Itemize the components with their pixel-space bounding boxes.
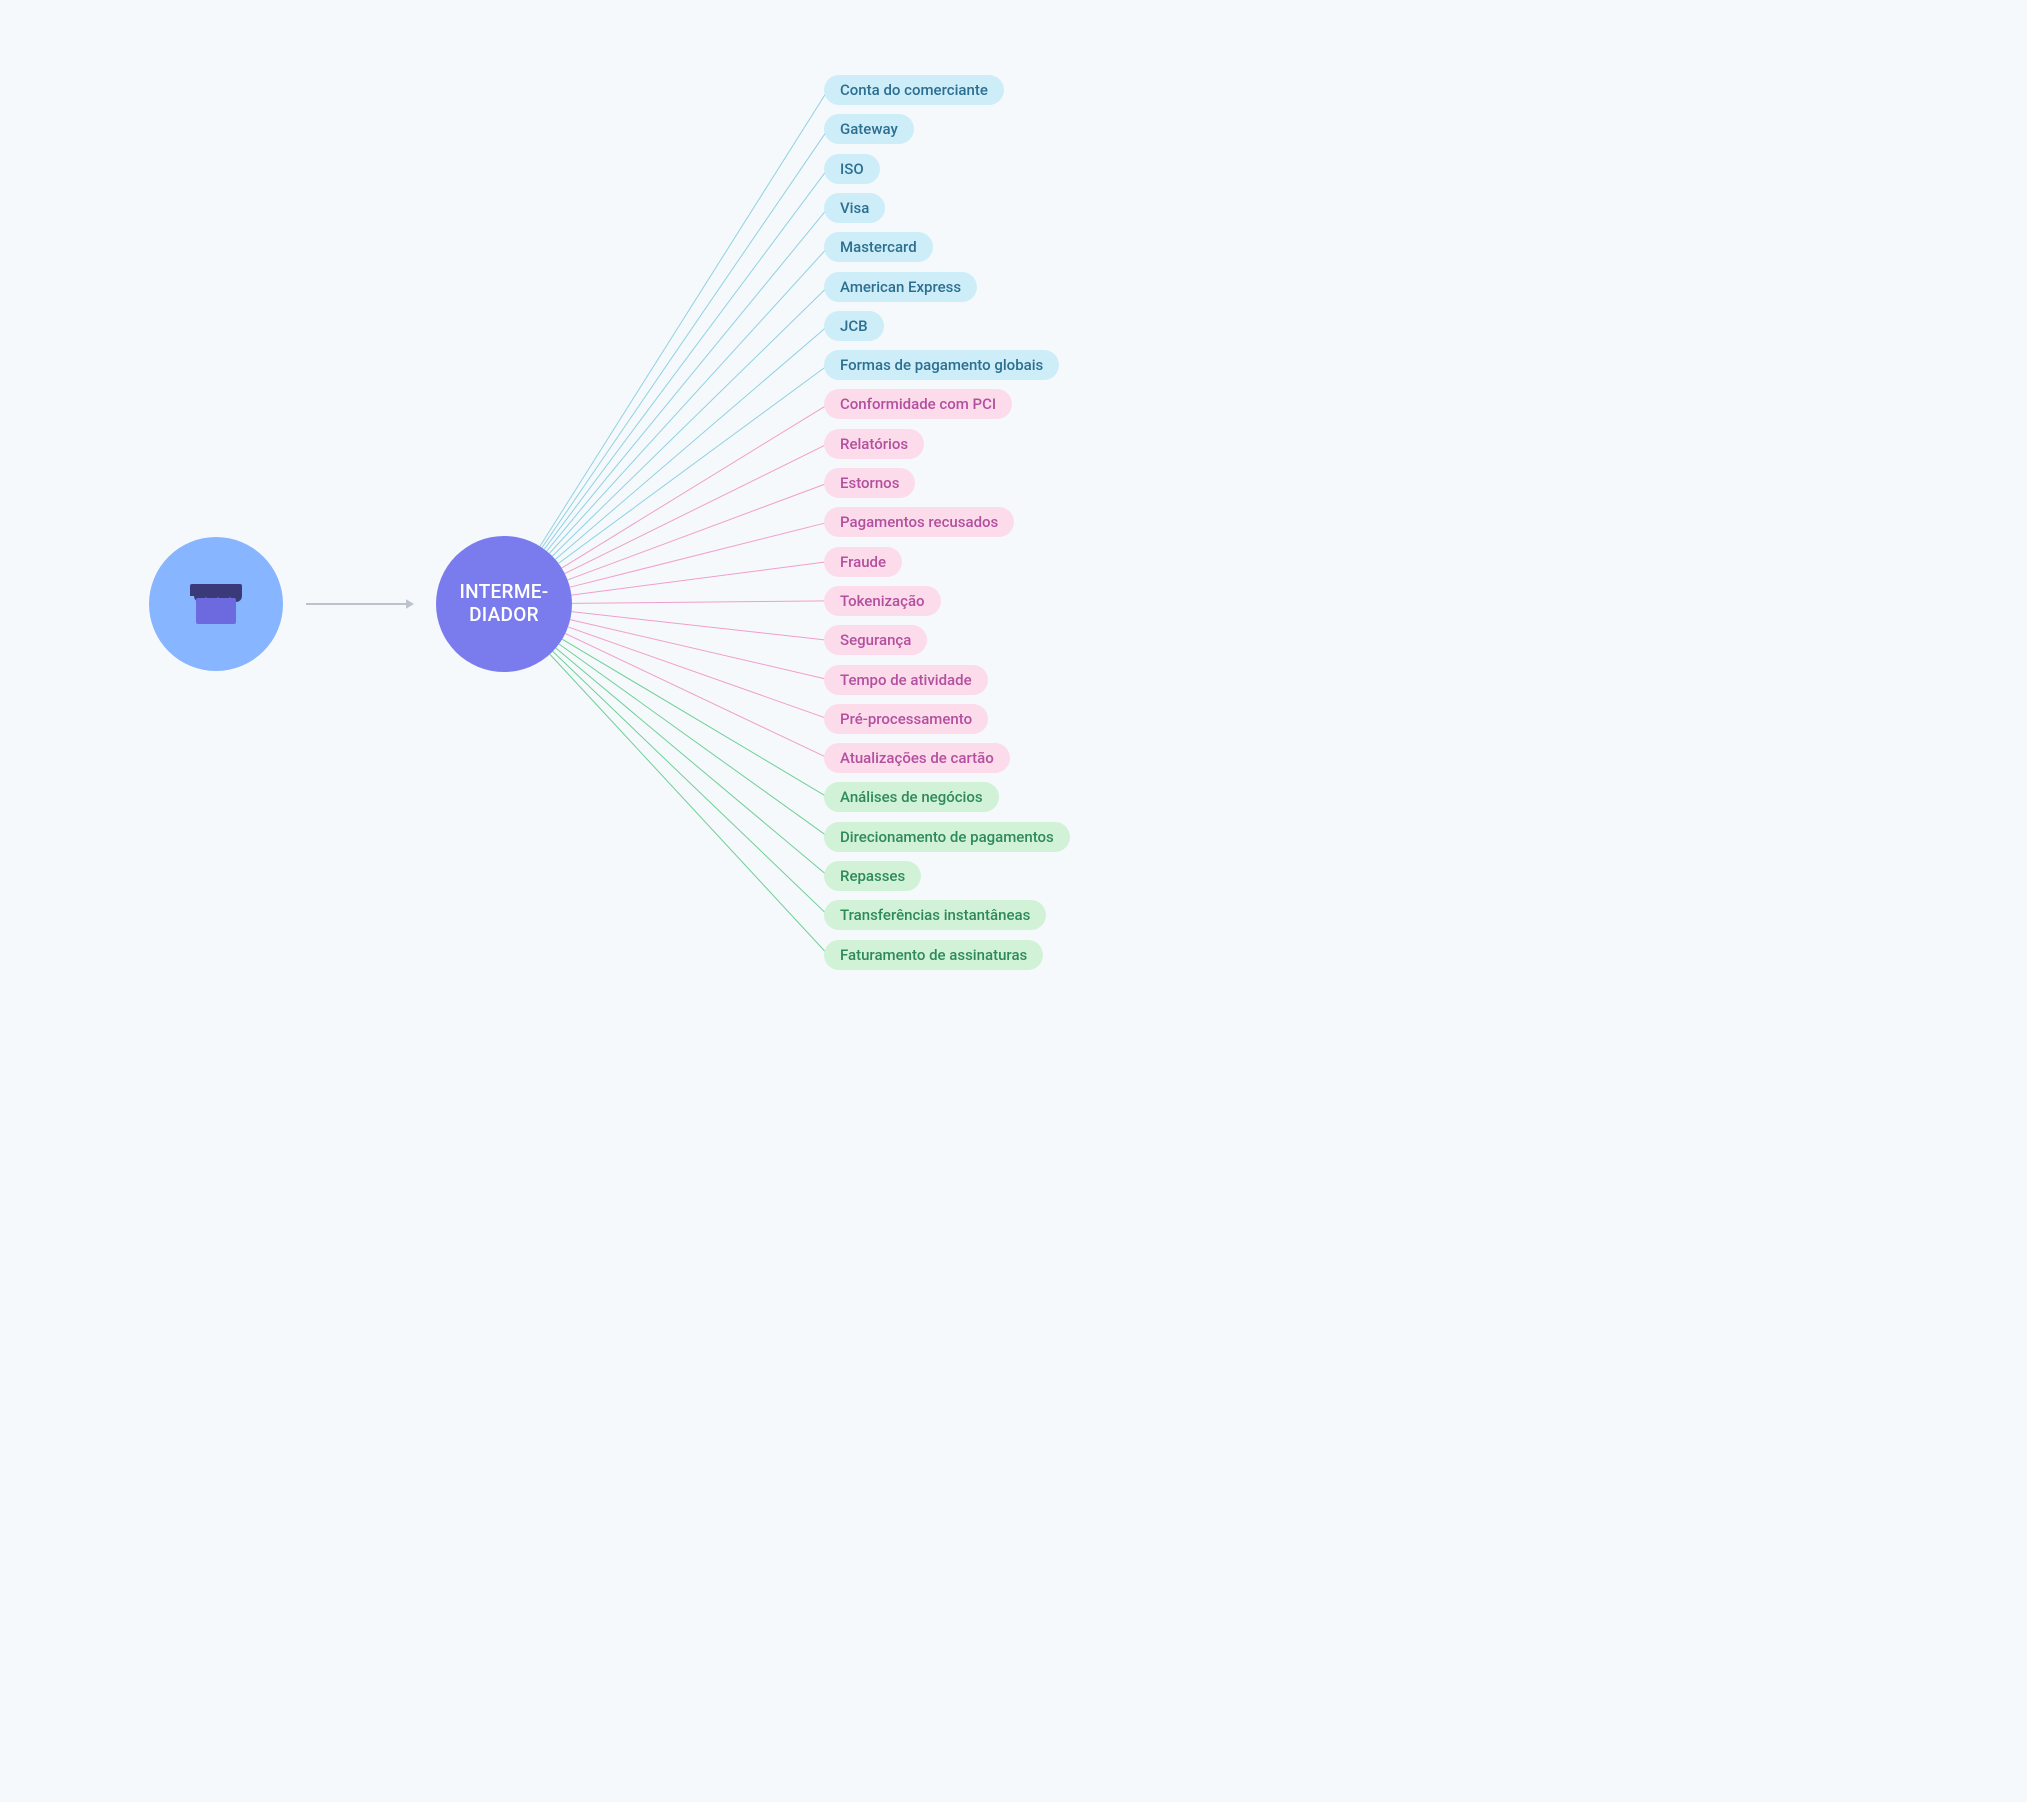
feature-chip: Repasses	[824, 861, 921, 891]
feature-chip: Visa	[824, 193, 885, 223]
feature-chip: Pagamentos recusados	[824, 507, 1014, 537]
feature-chip: ISO	[824, 154, 880, 184]
feature-chip: Conformidade com PCI	[824, 389, 1012, 419]
feature-chip: Faturamento de assinaturas	[824, 940, 1043, 970]
hub-label-line1: INTERME-	[459, 581, 548, 604]
feature-chip: JCB	[824, 311, 884, 341]
feature-chip: Atualizações de cartão	[824, 743, 1010, 773]
feature-chip: Tempo de atividade	[824, 665, 988, 695]
feature-chip: Mastercard	[824, 232, 933, 262]
diagram-canvas: INTERME- DIADOR Conta do comerciante Gate…	[0, 0, 1210, 1075]
intermediary-hub-node: INTERME- DIADOR	[436, 536, 572, 672]
feature-chip: Fraude	[824, 547, 902, 577]
feature-chip: Pré-processamento	[824, 704, 988, 734]
feature-chip: Estornos	[824, 468, 915, 498]
storefront-icon	[186, 578, 246, 630]
feature-chip: Direcionamento de pagamentos	[824, 822, 1070, 852]
feature-chip: Formas de pagamento globais	[824, 350, 1059, 380]
feature-chip: American Express	[824, 272, 977, 302]
feature-chip: Análises de negócios	[824, 782, 999, 812]
hub-label-line2: DIADOR	[459, 604, 548, 627]
feature-chip: Tokenização	[824, 586, 941, 616]
merchant-node	[149, 537, 283, 671]
feature-chip: Relatórios	[824, 429, 924, 459]
feature-chip: Conta do comerciante	[824, 75, 1004, 105]
feature-chip: Transferências instantâneas	[824, 900, 1046, 930]
feature-chip: Gateway	[824, 114, 914, 144]
feature-chip: Segurança	[824, 625, 927, 655]
